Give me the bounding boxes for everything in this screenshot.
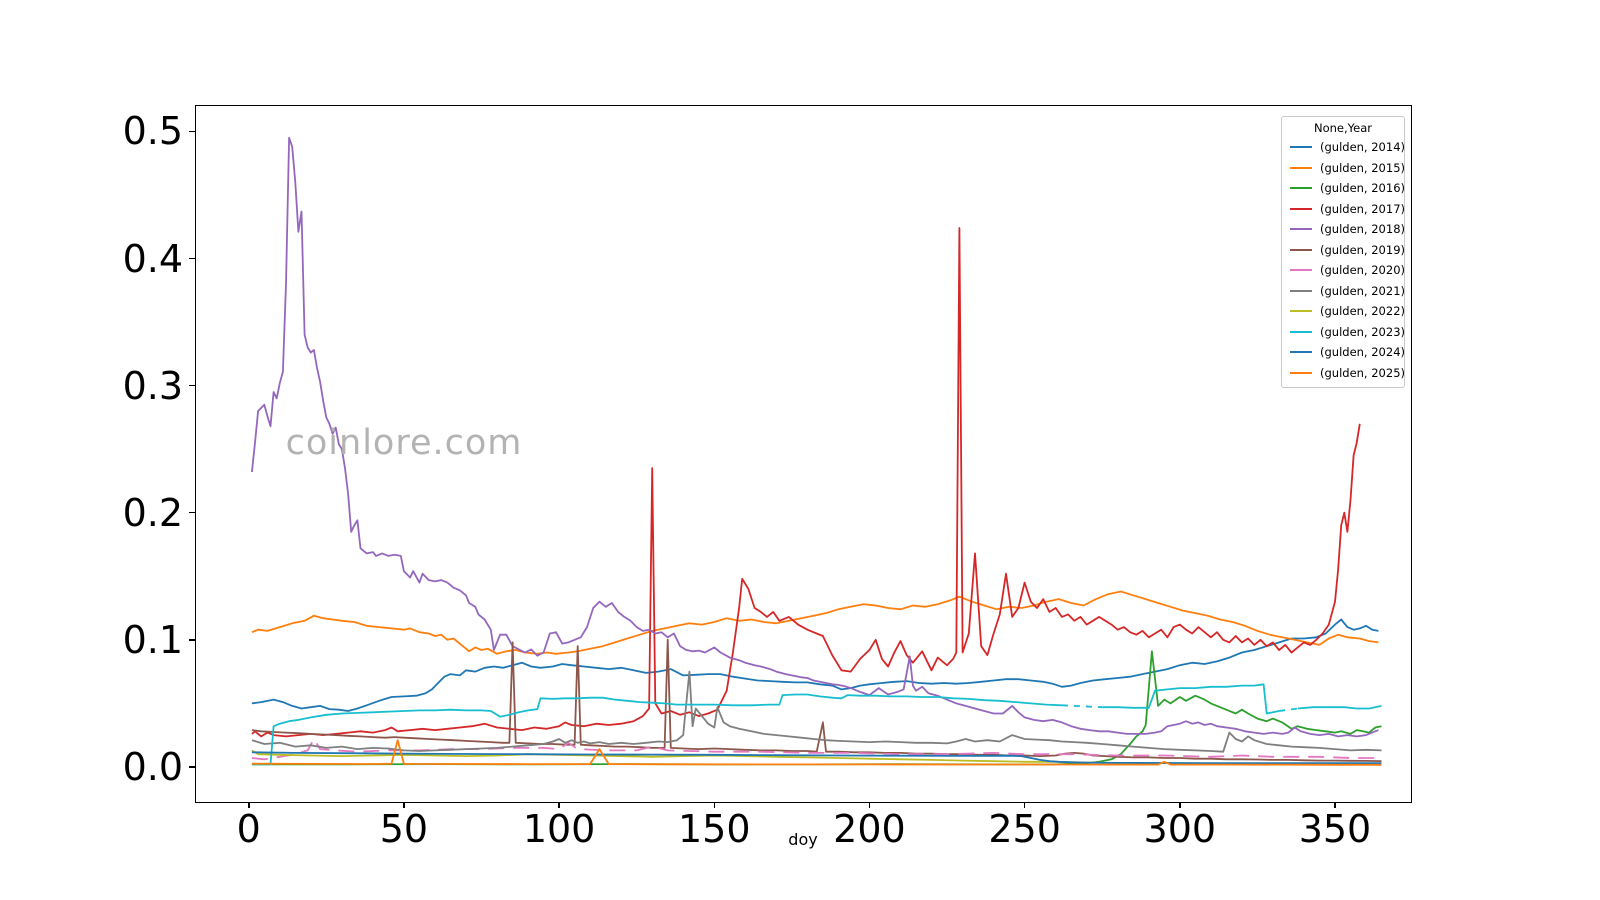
legend-item: (gulden, 2016): [1282, 178, 1405, 199]
legend-swatch: [1290, 269, 1312, 272]
x-tick-mark: [713, 802, 716, 808]
legend-item: (gulden, 2017): [1282, 199, 1405, 220]
y-tick-label: 0.2: [122, 490, 183, 535]
x-tick-mark: [1334, 802, 1336, 808]
y-tick-label: 0.3: [122, 363, 183, 408]
legend-item: (gulden, 2019): [1282, 240, 1405, 261]
x-tick-label: 250: [988, 807, 1061, 851]
series-line-gulden2023: [251, 693, 1062, 765]
y-tick-mark: [189, 766, 195, 768]
y-tick-label: 0.1: [122, 617, 183, 662]
x-tick-mark: [1179, 802, 1181, 808]
legend-item: (gulden, 2021): [1282, 281, 1405, 302]
legend-label: (gulden, 2020): [1320, 263, 1405, 278]
legend-swatch: [1290, 228, 1312, 231]
series-line-gulden2019: [251, 638, 1382, 762]
x-tick-label: 200: [833, 807, 906, 851]
watermark: coinlore.com: [285, 423, 523, 463]
y-tick-mark: [189, 639, 195, 641]
x-axis-title: doy: [788, 830, 818, 849]
x-tick-mark: [248, 802, 250, 808]
y-tick-label: 0.0: [122, 744, 183, 789]
x-tick-mark: [1023, 802, 1026, 808]
plot-area: coinlore.com: [194, 104, 1412, 803]
legend-swatch: [1290, 187, 1312, 190]
legend-swatch: [1290, 289, 1312, 292]
x-tick-label: 0: [236, 807, 261, 851]
series-line-gulden2021: [251, 670, 1382, 753]
legend-swatch: [1290, 166, 1312, 169]
chart-lines-canvas: [250, 136, 1382, 766]
series-line-gulden2023: [1278, 707, 1298, 712]
legend-label: (gulden, 2019): [1320, 242, 1405, 257]
legend-swatch: [1290, 310, 1312, 313]
legend-label: (gulden, 2024): [1320, 345, 1405, 360]
x-tick-mark: [868, 802, 871, 808]
legend-swatch: [1290, 351, 1312, 354]
x-tick-label: 350: [1298, 807, 1372, 851]
y-tick-label: 0.5: [122, 109, 183, 154]
legend-swatch: [1290, 248, 1312, 251]
x-tick-label: 300: [1143, 807, 1217, 851]
legend-item: (gulden, 2015): [1282, 158, 1405, 179]
legend-swatch: [1290, 330, 1312, 333]
series-line-gulden2014: [251, 618, 1379, 712]
y-tick-label: 0.4: [122, 236, 183, 281]
y-tick-mark: [189, 384, 195, 387]
legend-swatch: [1290, 371, 1312, 374]
series-line-gulden2017: [250, 226, 1361, 737]
legend-label: (gulden, 2022): [1320, 304, 1405, 319]
legend-label: (gulden, 2017): [1320, 201, 1405, 216]
series-line-gulden2018: [250, 136, 1379, 737]
legend-swatch: [1290, 146, 1312, 149]
legend: None,Year (gulden, 2014) (gulden, 2015) (g…: [1281, 116, 1405, 388]
y-tick-mark: [189, 511, 195, 514]
legend-label: (gulden, 2018): [1320, 222, 1405, 237]
legend-item: (gulden, 2020): [1282, 260, 1405, 281]
series-line-gulden2025: [251, 738, 1381, 766]
x-tick-mark: [403, 802, 405, 808]
x-tick-label: 100: [522, 807, 596, 851]
series-line-gulden2020: [251, 737, 1381, 760]
legend-swatch: [1290, 207, 1312, 210]
legend-label: (gulden, 2023): [1320, 324, 1405, 339]
series-line-gulden2015: [251, 590, 1379, 655]
series-line-gulden2023: [1061, 703, 1102, 708]
legend-item: (gulden, 2018): [1282, 219, 1405, 240]
series-line-gulden2023: [1101, 682, 1279, 714]
legend-label: (gulden, 2014): [1320, 140, 1405, 155]
x-tick-label: 50: [379, 807, 429, 851]
legend-title: None,Year: [1313, 121, 1372, 135]
legend-label: (gulden, 2015): [1320, 160, 1405, 175]
x-tick-label: 150: [678, 807, 751, 851]
legend-label: (gulden, 2025): [1320, 365, 1405, 380]
y-tick-mark: [189, 257, 195, 260]
series-line-gulden2023: [1297, 704, 1382, 709]
y-tick-mark: [189, 130, 195, 133]
legend-label: (gulden, 2016): [1320, 181, 1405, 196]
x-tick-mark: [558, 802, 560, 808]
legend-item: (gulden, 2014): [1282, 137, 1405, 158]
legend-item: (gulden, 2025): [1282, 363, 1405, 384]
legend-label: (gulden, 2021): [1320, 283, 1405, 298]
legend-item: (gulden, 2024): [1282, 342, 1405, 363]
legend-item: (gulden, 2022): [1282, 301, 1405, 322]
legend-item: (gulden, 2023): [1282, 322, 1405, 343]
series-line-gulden2024: [251, 750, 1382, 764]
